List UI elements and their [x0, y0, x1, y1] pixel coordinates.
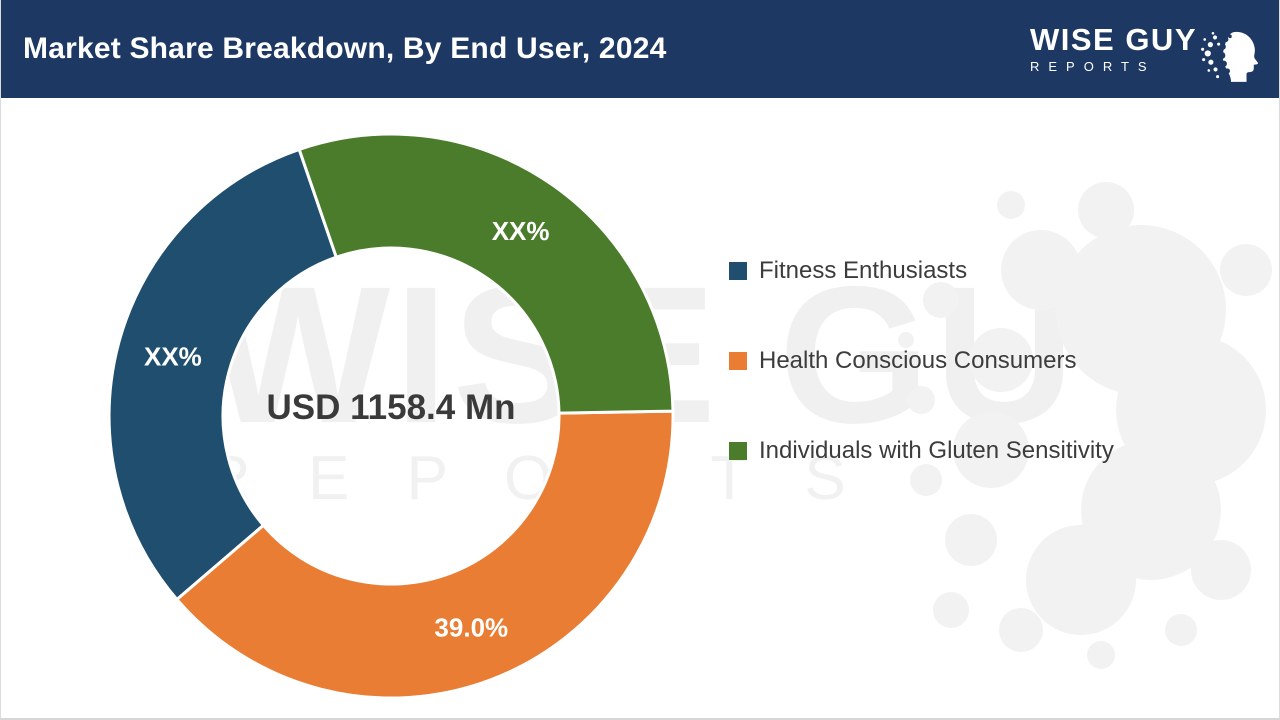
- chart-center-value: USD 1158.4 Mn: [266, 388, 516, 427]
- brand-face-icon: [1201, 31, 1259, 82]
- legend-item-fitness-enthusiasts: Fitness Enthusiasts: [729, 256, 1114, 286]
- page-title: Market Share Breakdown, By End User, 202…: [23, 32, 667, 65]
- legend-label: Individuals with Gluten Sensitivity: [759, 436, 1114, 464]
- legend-swatch-icon: [729, 442, 747, 460]
- donut-segment: [297, 132, 675, 415]
- donut-segment: [107, 147, 339, 602]
- legend-swatch-icon: [729, 262, 747, 280]
- header-band: Market Share Breakdown, By End User, 202…: [1, 0, 1279, 98]
- donut-segment: [174, 409, 675, 700]
- segment-share-label: XX%: [144, 342, 202, 372]
- brand-logo-subtext: REPORTS: [1029, 59, 1156, 74]
- legend-swatch-icon: [729, 352, 747, 370]
- legend-item-individuals-with-gluten-sensitivity: Individuals with Gluten Sensitivity: [729, 436, 1114, 466]
- brand-logo-text: WISE GUY: [1029, 22, 1197, 57]
- donut-chart: XX% 39.0% XX%: [107, 132, 675, 700]
- brand-logo: WISE GUY REPORTS: [1029, 22, 1259, 82]
- legend-label: Fitness Enthusiasts: [759, 256, 968, 284]
- legend-label: Health Conscious Consumers: [759, 346, 1077, 374]
- watermark-face-icon: [898, 182, 1272, 669]
- segment-share-label: XX%: [492, 216, 550, 246]
- segment-share-label: 39.0%: [434, 612, 508, 642]
- legend: Fitness Enthusiasts Health Conscious Con…: [729, 256, 1114, 526]
- legend-item-health-conscious-consumers: Health Conscious Consumers: [729, 346, 1114, 376]
